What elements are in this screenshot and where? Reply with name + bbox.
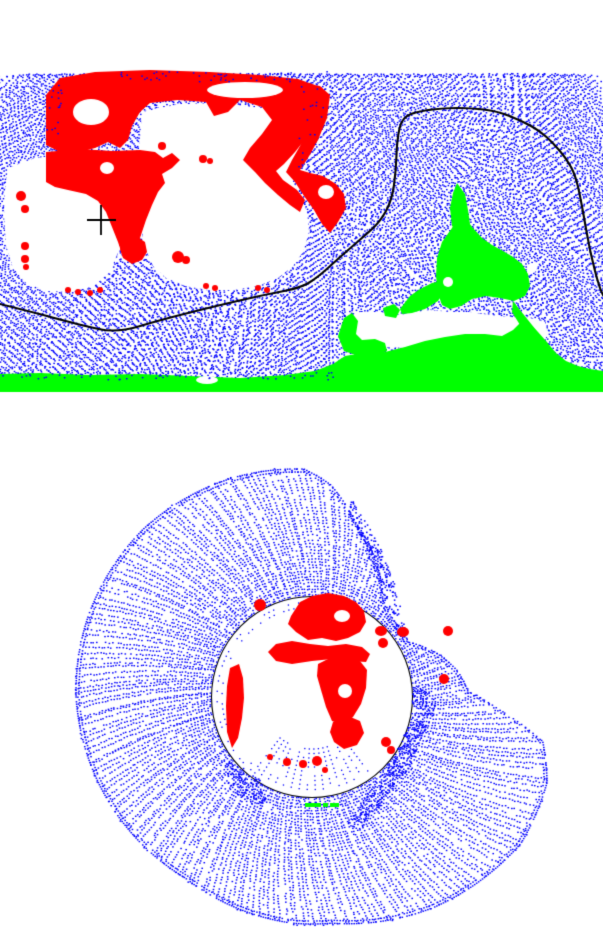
retina-spiral-panel [0, 420, 603, 929]
flow-field-panel [0, 0, 603, 420]
